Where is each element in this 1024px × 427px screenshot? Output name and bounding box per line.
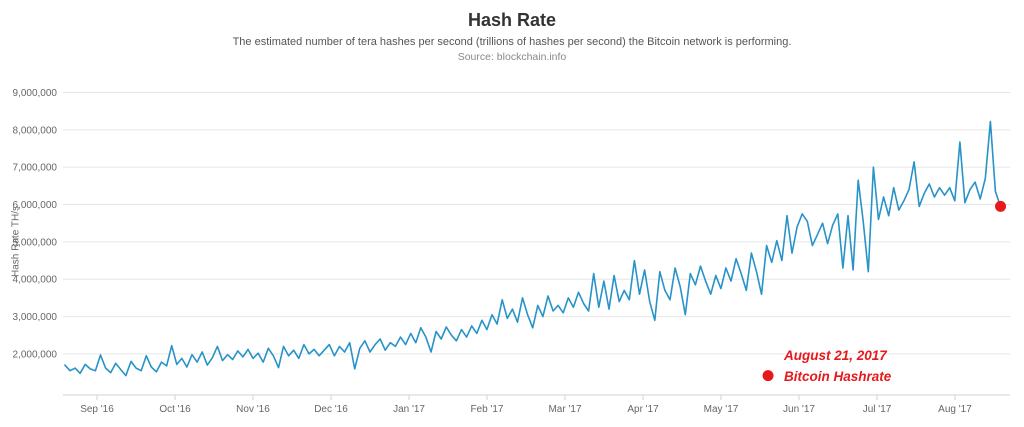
chart-title: Hash Rate: [467, 10, 557, 30]
chart-source: Source: blockchain.info: [457, 51, 567, 63]
y-axis-tick-label: 4,000,000: [13, 275, 58, 286]
chart-subtitle: The estimated number of tera hashes per …: [232, 36, 792, 48]
x-axis-tick-label: Mar '17: [548, 404, 581, 415]
hashrate-line-series: [64, 120, 1002, 377]
y-axis-tick-label: 5,000,000: [13, 237, 58, 248]
y-axis-tick-label: 7,000,000: [13, 163, 58, 174]
y-axis-tick-label: 6,000,000: [13, 200, 58, 211]
x-axis-tick-label: Aug '17: [938, 404, 972, 415]
y-axis-tick-label: 8,000,000: [13, 125, 58, 136]
x-axis-tick-label: Oct '16: [159, 404, 191, 415]
x-axis-tick-label: Nov '16: [236, 404, 270, 415]
y-axis-tick-label: 2,000,000: [13, 349, 58, 360]
end-point-marker: [995, 200, 1007, 212]
x-axis-tick-label: Jul '17: [863, 404, 892, 415]
annotation-line1: August 21, 2017: [784, 348, 887, 363]
y-axis-tick-label: 9,000,000: [13, 88, 58, 99]
x-axis-tick-label: Apr '17: [627, 404, 659, 415]
annotation-label: August 21, 2017 Bitcoin Hashrate: [784, 345, 891, 387]
x-axis-tick-label: Jun '17: [783, 404, 815, 415]
y-axis-tick-label: 3,000,000: [13, 312, 58, 323]
x-axis-tick-label: May '17: [704, 404, 739, 415]
x-axis-tick-label: Feb '17: [470, 404, 503, 415]
x-axis-tick-label: Dec '16: [314, 404, 348, 415]
x-axis-tick-label: Jan '17: [393, 404, 425, 415]
annotation-line2: Bitcoin Hashrate: [784, 369, 892, 384]
annotation-marker: [762, 370, 774, 382]
x-axis-tick-label: Sep '16: [80, 404, 114, 415]
